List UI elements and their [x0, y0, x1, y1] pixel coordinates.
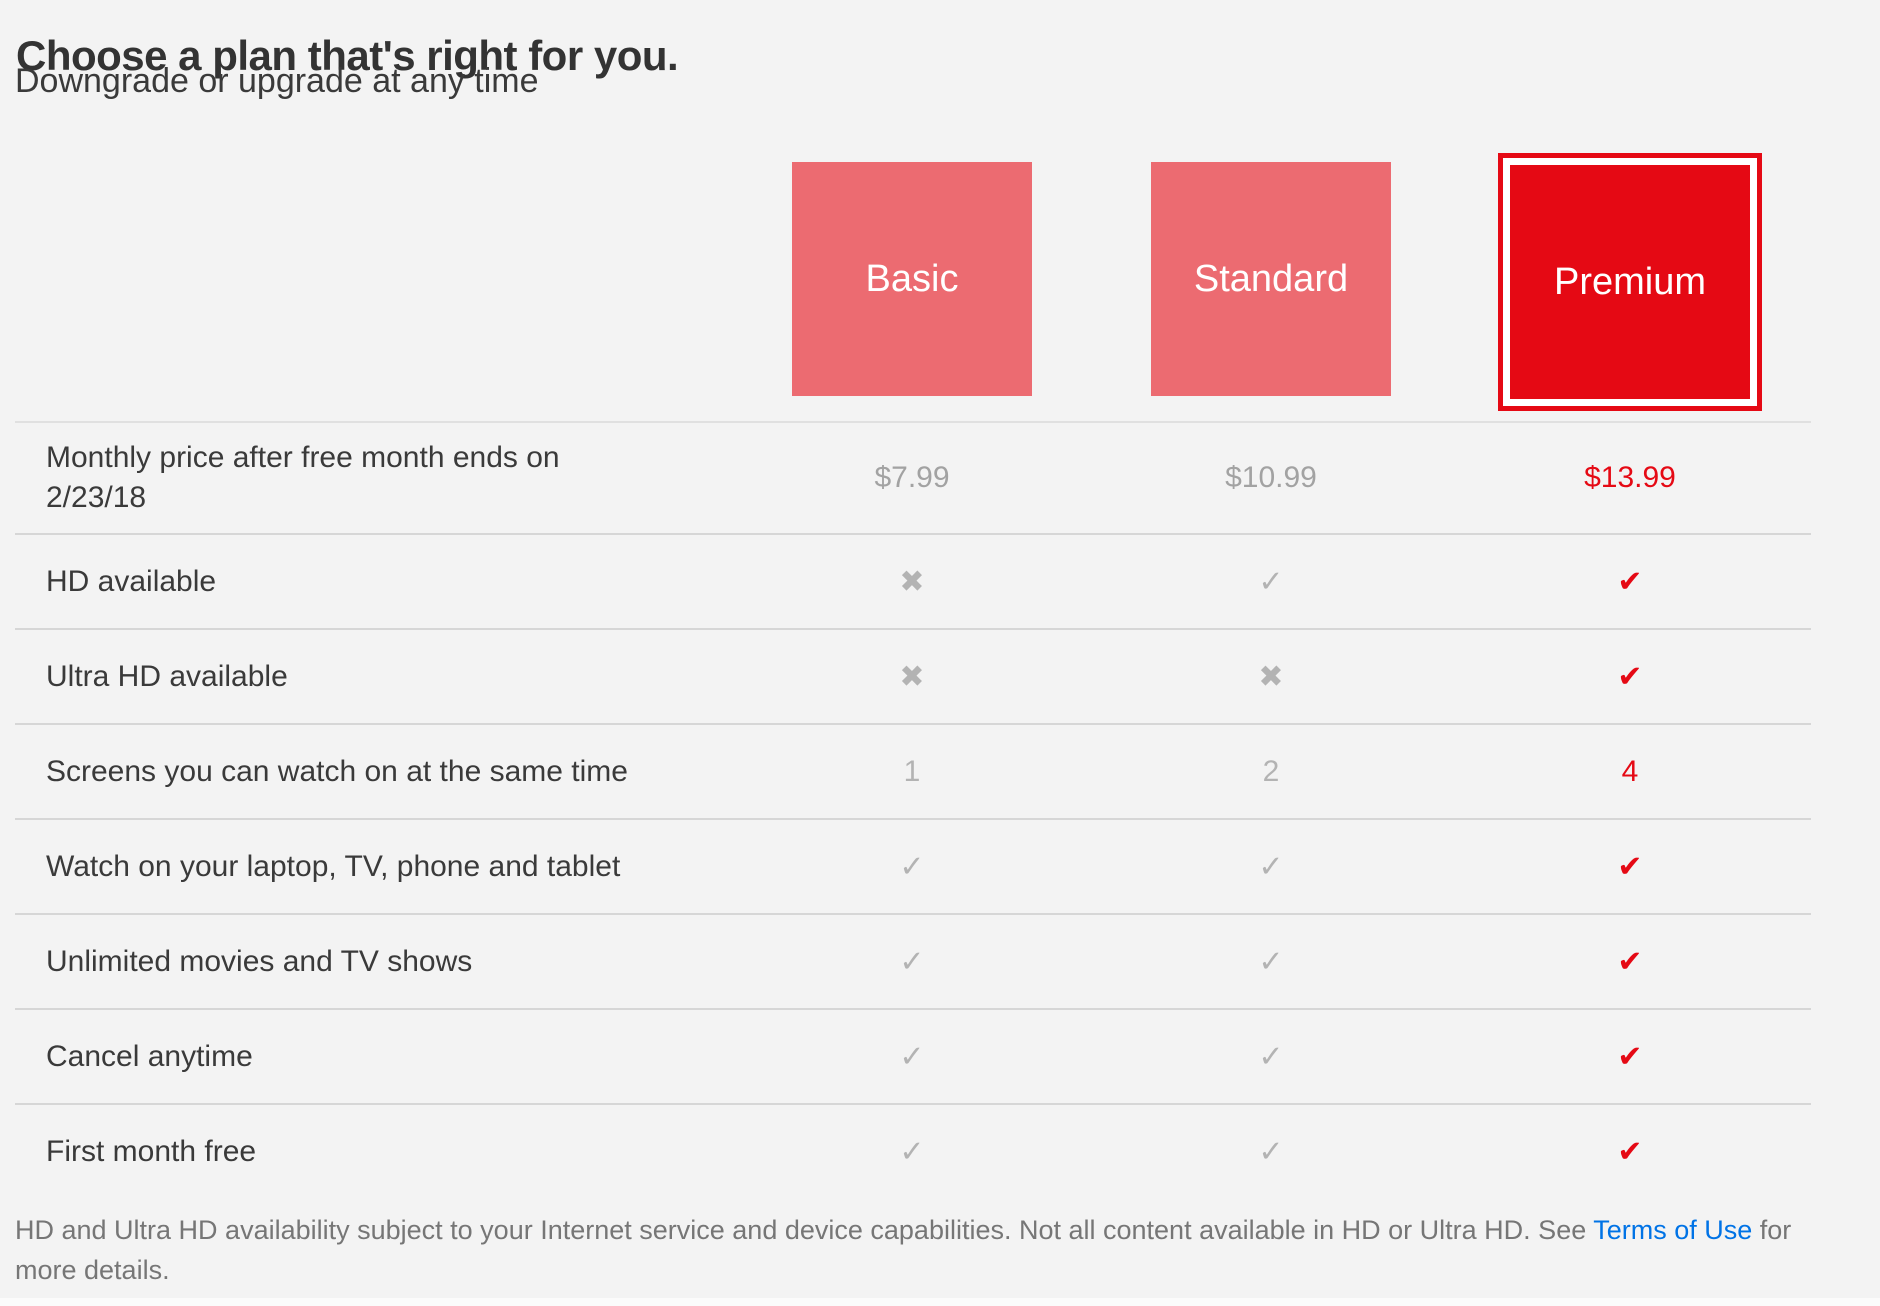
check-icon: ✓ — [899, 945, 925, 978]
plan-label-premium: Premium — [1553, 260, 1707, 303]
footer-note: HD and Ultra HD availability subject to … — [15, 1210, 1811, 1290]
terms-of-use-link[interactable]: Terms of Use — [1593, 1215, 1753, 1245]
plan-card-premium-selected[interactable]: Premium — [1498, 153, 1762, 411]
feature-label: Ultra HD available — [46, 659, 288, 693]
check-icon: ✓ — [1258, 565, 1284, 598]
value-standard-screens: 2 — [1262, 754, 1280, 788]
table-row-screens: Screens you can watch on at the same tim… — [15, 723, 1811, 818]
table-row-monthly-price: Monthly price after free month ends on 2… — [15, 421, 1811, 533]
feature-label: Unlimited movies and TV shows — [46, 944, 473, 978]
check-icon: ✔ — [1617, 565, 1643, 598]
feature-label: Monthly price after free month ends on 2… — [46, 441, 560, 514]
footer-text-after: for more details. — [15, 1215, 1792, 1285]
value-standard-price: $10.99 — [1225, 461, 1317, 494]
check-icon: ✓ — [899, 1040, 925, 1073]
table-row-cancel-anytime: Cancel anytime ✓ ✓ ✔ — [15, 1008, 1811, 1103]
bottom-section-edge — [0, 1298, 1880, 1306]
table-row-hd-available: HD available ✖ ✓ ✔ — [15, 533, 1811, 628]
table-row-unlimited: Unlimited movies and TV shows ✓ ✓ ✔ — [15, 913, 1811, 1008]
check-icon: ✓ — [1258, 1040, 1284, 1073]
cross-icon: ✖ — [899, 660, 925, 693]
plan-card-basic[interactable]: Basic — [792, 162, 1032, 396]
feature-label: Watch on your laptop, TV, phone and tabl… — [46, 849, 621, 883]
check-icon: ✓ — [1258, 945, 1284, 978]
value-premium-price: $13.99 — [1584, 461, 1676, 494]
check-icon: ✓ — [899, 850, 925, 883]
check-icon: ✓ — [899, 1135, 925, 1168]
feature-label: First month free — [46, 1134, 257, 1168]
check-icon: ✔ — [1617, 945, 1643, 978]
plan-label-standard: Standard — [1193, 257, 1349, 300]
value-premium-screens: 4 — [1621, 754, 1639, 788]
footer-text-before: HD and Ultra HD availability subject to … — [15, 1215, 1594, 1245]
value-basic-screens: 1 — [903, 754, 921, 788]
plan-comparison-table: Monthly price after free month ends on 2… — [15, 421, 1811, 1198]
feature-label: Cancel anytime — [46, 1039, 253, 1073]
cross-icon: ✖ — [899, 565, 925, 598]
check-icon: ✔ — [1617, 1040, 1643, 1073]
table-row-first-month-free: First month free ✓ ✓ ✔ — [15, 1103, 1811, 1198]
feature-label: HD available — [46, 564, 217, 598]
table-row-watch-devices: Watch on your laptop, TV, phone and tabl… — [15, 818, 1811, 913]
value-basic-price: $7.99 — [874, 461, 950, 494]
feature-label: Screens you can watch on at the same tim… — [46, 754, 628, 788]
check-icon: ✓ — [1258, 850, 1284, 883]
plan-card-standard[interactable]: Standard — [1151, 162, 1391, 396]
check-icon: ✓ — [1258, 1135, 1284, 1168]
table-row-ultra-hd-available: Ultra HD available ✖ ✖ ✔ — [15, 628, 1811, 723]
plan-label-basic: Basic — [865, 257, 959, 300]
cross-icon: ✖ — [1258, 660, 1284, 693]
check-icon: ✔ — [1617, 850, 1643, 883]
page-title: Choose a plan that's right for you. — [16, 32, 679, 80]
check-icon: ✔ — [1617, 660, 1643, 693]
page-subtitle: Downgrade or upgrade at any time — [15, 62, 539, 100]
check-icon: ✔ — [1617, 1135, 1643, 1168]
